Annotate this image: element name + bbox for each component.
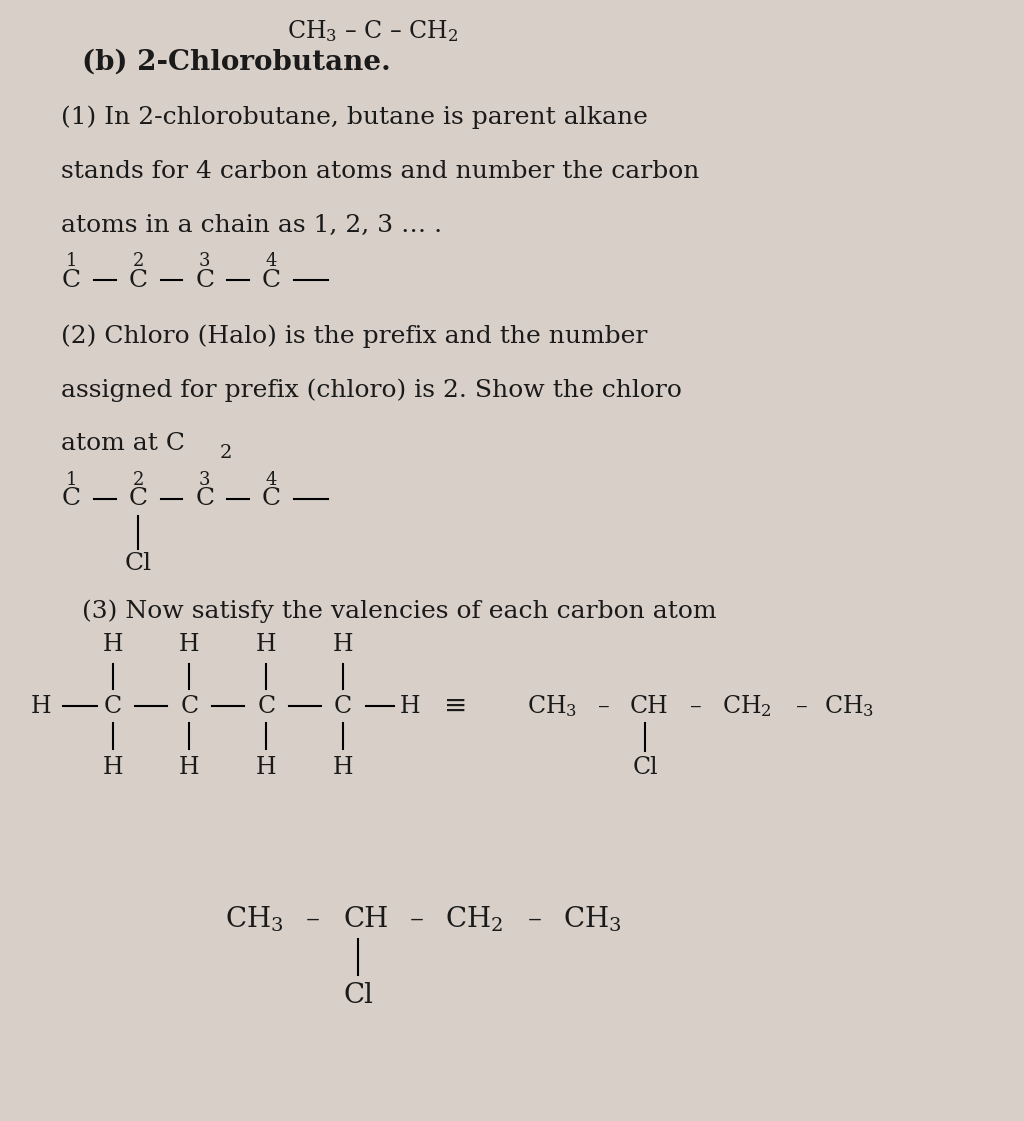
Text: 3: 3 [199, 471, 211, 489]
Text: 2: 2 [132, 471, 144, 489]
Text: atoms in a chain as 1, 2, 3 … .: atoms in a chain as 1, 2, 3 … . [61, 214, 442, 237]
Text: ≡: ≡ [444, 693, 467, 720]
Text: 2: 2 [132, 252, 144, 270]
Text: C: C [129, 488, 147, 510]
Text: $\mathregular{CH_2}$: $\mathregular{CH_2}$ [445, 905, 504, 934]
Text: assigned for prefix (chloro) is 2. Show the chloro: assigned for prefix (chloro) is 2. Show … [61, 379, 682, 401]
Text: atom at C: atom at C [61, 433, 185, 455]
Text: stands for 4 carbon atoms and number the carbon: stands for 4 carbon atoms and number the… [61, 160, 699, 183]
Text: $\mathregular{CH_3}$: $\mathregular{CH_3}$ [563, 905, 622, 934]
Text: C: C [257, 695, 275, 717]
Text: 3: 3 [199, 252, 211, 270]
Text: C: C [262, 269, 281, 291]
Text: Cl: Cl [125, 553, 152, 575]
Text: Cl: Cl [343, 982, 374, 1009]
Text: $\mathregular{CH_3}$ – C – $\mathregular{CH_2}$: $\mathregular{CH_3}$ – C – $\mathregular… [287, 18, 459, 45]
Text: 4: 4 [265, 471, 278, 489]
Text: –: – [796, 695, 808, 717]
Text: CH: CH [343, 906, 388, 933]
Text: C: C [62, 488, 81, 510]
Text: CH: CH [630, 695, 669, 717]
Text: 1: 1 [66, 252, 78, 270]
Text: H: H [179, 633, 200, 656]
Text: H: H [333, 633, 353, 656]
Text: H: H [31, 695, 51, 717]
Text: $\mathregular{CH_2}$: $\mathregular{CH_2}$ [722, 693, 772, 720]
Text: C: C [103, 695, 122, 717]
Text: H: H [179, 757, 200, 779]
Text: (1) In 2-chlorobutane, butane is parent alkane: (1) In 2-chlorobutane, butane is parent … [61, 106, 648, 129]
Text: Cl: Cl [632, 757, 658, 779]
Text: 4: 4 [265, 252, 278, 270]
Text: H: H [399, 695, 420, 717]
Text: C: C [196, 269, 214, 291]
Text: 2: 2 [220, 444, 232, 462]
Text: C: C [262, 488, 281, 510]
Text: H: H [256, 757, 276, 779]
Text: H: H [333, 757, 353, 779]
Text: C: C [334, 695, 352, 717]
Text: (b) 2-Chlorobutane.: (b) 2-Chlorobutane. [82, 48, 391, 75]
Text: 1: 1 [66, 471, 78, 489]
Text: H: H [102, 757, 123, 779]
Text: $\mathregular{CH_3}$: $\mathregular{CH_3}$ [527, 693, 578, 720]
Text: H: H [102, 633, 123, 656]
Text: $\mathregular{CH_3}$: $\mathregular{CH_3}$ [225, 905, 284, 934]
Text: H: H [256, 633, 276, 656]
Text: C: C [62, 269, 81, 291]
Text: –: – [690, 695, 702, 717]
Text: –: – [305, 906, 319, 933]
Text: (2) Chloro (Halo) is the prefix and the number: (2) Chloro (Halo) is the prefix and the … [61, 325, 648, 348]
Text: –: – [527, 906, 542, 933]
Text: –: – [410, 906, 424, 933]
Text: C: C [129, 269, 147, 291]
Text: –: – [598, 695, 610, 717]
Text: (3) Now satisfy the valencies of each carbon atom: (3) Now satisfy the valencies of each ca… [82, 600, 717, 622]
Text: C: C [180, 695, 199, 717]
Text: C: C [196, 488, 214, 510]
Text: $\mathregular{CH_3}$: $\mathregular{CH_3}$ [824, 693, 874, 720]
